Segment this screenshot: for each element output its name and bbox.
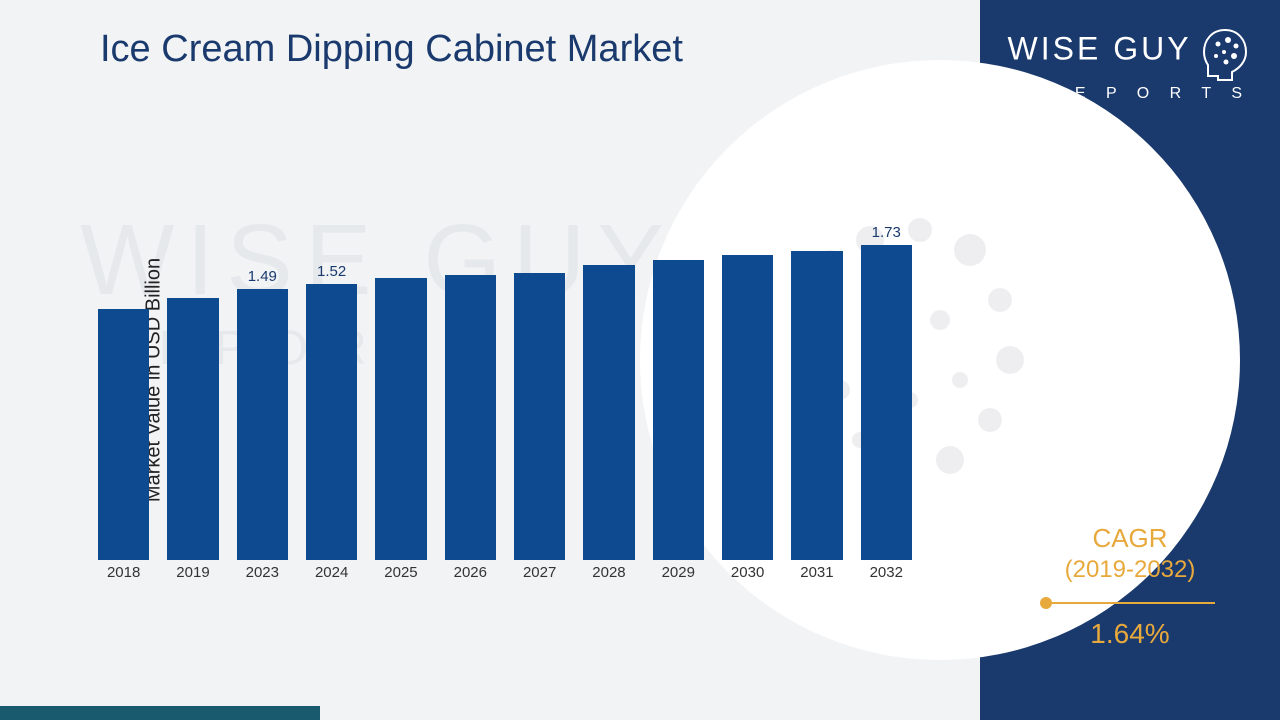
x-tick-label: 2019: [167, 564, 218, 581]
x-tick-label: 2029: [653, 564, 704, 581]
bar-column: 1.73: [861, 245, 912, 560]
bar-column: [791, 251, 842, 560]
logo: WISE GUY R E P O R T S: [1008, 28, 1250, 103]
bar-column: 1.52: [306, 284, 357, 560]
x-tick-label: 2027: [514, 564, 565, 581]
x-tick-label: 2023: [237, 564, 288, 581]
bar: [861, 245, 912, 560]
x-tick-label: 2030: [722, 564, 773, 581]
bar-column: [583, 265, 634, 560]
x-tick-label: 2018: [98, 564, 149, 581]
bar-value-label: 1.49: [248, 268, 277, 285]
logo-sub: R E P O R T S: [1008, 85, 1250, 103]
bar: [237, 289, 288, 560]
bar: [791, 251, 842, 560]
x-tick-label: 2032: [861, 564, 912, 581]
bar: [98, 309, 149, 560]
x-tick-label: 2026: [445, 564, 496, 581]
main-area: Ice Cream Dipping Cabinet Market Market …: [0, 0, 980, 720]
cagr-box: CAGR (2019-2032) 1.64%: [1010, 523, 1250, 650]
bar-column: [445, 275, 496, 560]
bar-value-label: 1.52: [317, 263, 346, 280]
cagr-divider: [1045, 602, 1215, 604]
cagr-title: CAGR: [1010, 523, 1250, 554]
bar: [653, 260, 704, 560]
bar: [375, 278, 426, 560]
bar-column: [722, 255, 773, 560]
cagr-value: 1.64%: [1010, 618, 1250, 650]
x-tick-label: 2024: [306, 564, 357, 581]
bar-column: 1.49: [237, 289, 288, 560]
bar: [722, 255, 773, 560]
x-axis-labels: 2018 2019 2023 2024 2025 2026 2027 2028 2029 2030…: [90, 564, 920, 581]
chart-title: Ice Cream Dipping Cabinet Market: [100, 28, 683, 71]
bar-value-label: 1.73: [872, 224, 901, 241]
bottom-strip: [0, 706, 320, 720]
plot-area: 1.49 1.52 1.73: [90, 160, 920, 560]
bar: [583, 265, 634, 560]
bar-column: [167, 298, 218, 560]
bar: [445, 275, 496, 560]
x-tick-label: 2031: [791, 564, 842, 581]
bar: [306, 284, 357, 560]
bar-column: [98, 309, 149, 560]
x-tick-label: 2025: [375, 564, 426, 581]
chart: Market Value in USD Billion 1.491.521.73…: [40, 160, 940, 600]
logo-head-icon: [1200, 28, 1250, 83]
bar: [167, 298, 218, 560]
bar-column: [653, 260, 704, 560]
logo-main: WISE GUY: [1008, 31, 1192, 67]
bar-column: [514, 273, 565, 560]
bar: [514, 273, 565, 560]
x-tick-label: 2028: [583, 564, 634, 581]
bar-column: [375, 278, 426, 560]
cagr-period: (2019-2032): [1010, 556, 1250, 584]
